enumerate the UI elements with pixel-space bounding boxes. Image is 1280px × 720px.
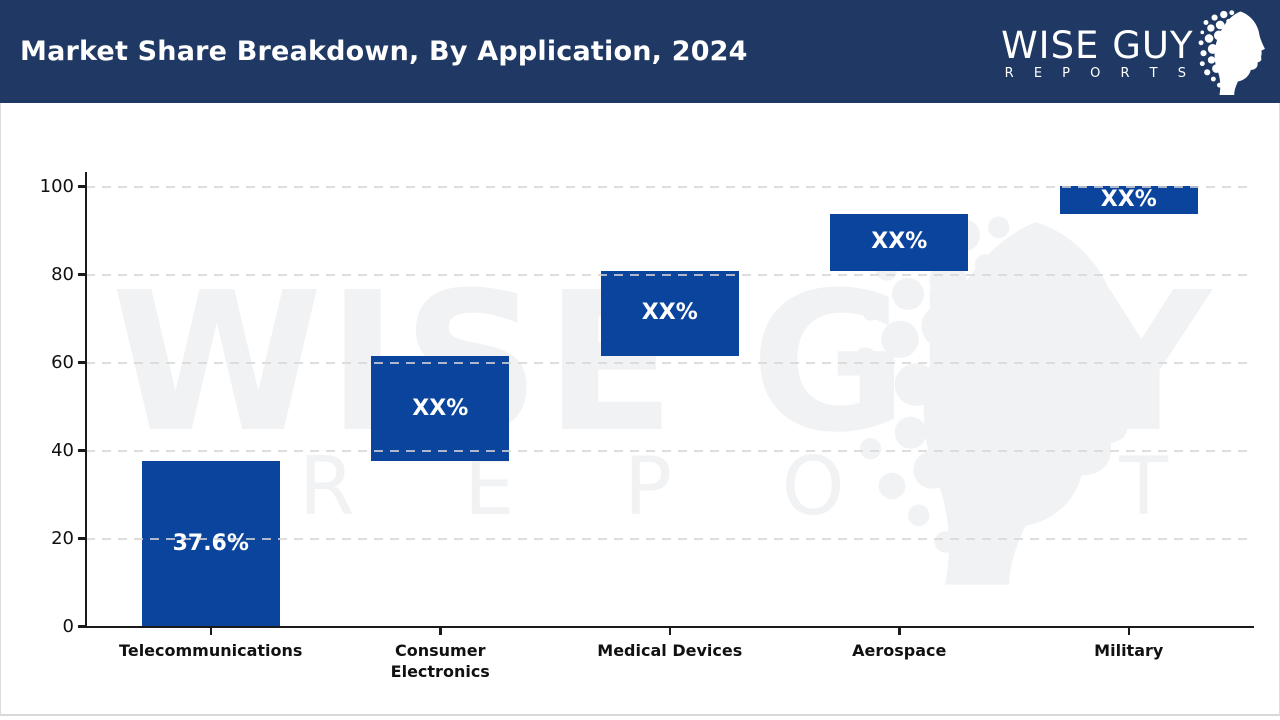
bar-2: XX% [371, 356, 510, 462]
bar-4: XX% [830, 214, 969, 271]
gridline-100 [86, 185, 1253, 188]
x-tick-5 [1127, 627, 1130, 635]
y-tick-100 [78, 185, 86, 188]
brand-logo: WISE GUY R E P O R T S [1001, 7, 1270, 97]
bar-3: XX% [600, 270, 739, 356]
x-tick-1 [209, 627, 212, 635]
y-tick-60 [78, 361, 86, 364]
gridline-40 [86, 449, 1253, 452]
y-tick-label-60: 60 [51, 351, 74, 373]
y-tick-label-80: 80 [51, 263, 74, 285]
brand-name: WISE GUY [1001, 23, 1194, 67]
brand-subname: R E P O R T S [1004, 66, 1194, 82]
bar-5: XX% [1059, 185, 1198, 214]
y-tick-40 [78, 449, 86, 452]
bar-1: 37.6% [141, 461, 280, 627]
x-axis-line [84, 625, 1255, 628]
gridline-80 [86, 273, 1253, 276]
y-tick-20 [78, 537, 86, 540]
y-tick-label-0: 0 [62, 615, 74, 637]
y-tick-label-100: 100 [39, 175, 74, 197]
page-title: Market Share Breakdown, By Application, … [20, 36, 748, 67]
y-tick-0 [78, 625, 86, 628]
y-tick-label-40: 40 [51, 439, 74, 461]
gridline-60 [86, 361, 1253, 364]
x-category-label-5: Military [1094, 641, 1164, 660]
x-category-label-3: Medical Devices [597, 641, 743, 660]
x-tick-3 [668, 627, 671, 635]
bar-value-label-5: XX% [1100, 186, 1157, 212]
x-category-label-2: Consumer Electronics [390, 641, 490, 681]
x-category-label-4: Aerospace [852, 641, 947, 660]
bar-value-label-3: XX% [641, 300, 698, 326]
y-tick-80 [78, 273, 86, 276]
x-tick-4 [898, 627, 901, 635]
x-tick-2 [439, 627, 442, 635]
x-category-label-1: Telecommunications [119, 641, 303, 660]
y-axis-line [84, 172, 88, 628]
bar-value-label-2: XX% [412, 395, 469, 421]
bar-value-label-4: XX% [871, 229, 928, 255]
y-tick-label-20: 20 [51, 527, 74, 549]
bar-value-label-1: 37.6% [172, 530, 249, 556]
brand-logo-text: WISE GUY R E P O R T S [1001, 23, 1194, 82]
header-bar: Market Share Breakdown, By Application, … [0, 0, 1280, 103]
gridline-20 [86, 537, 1253, 540]
